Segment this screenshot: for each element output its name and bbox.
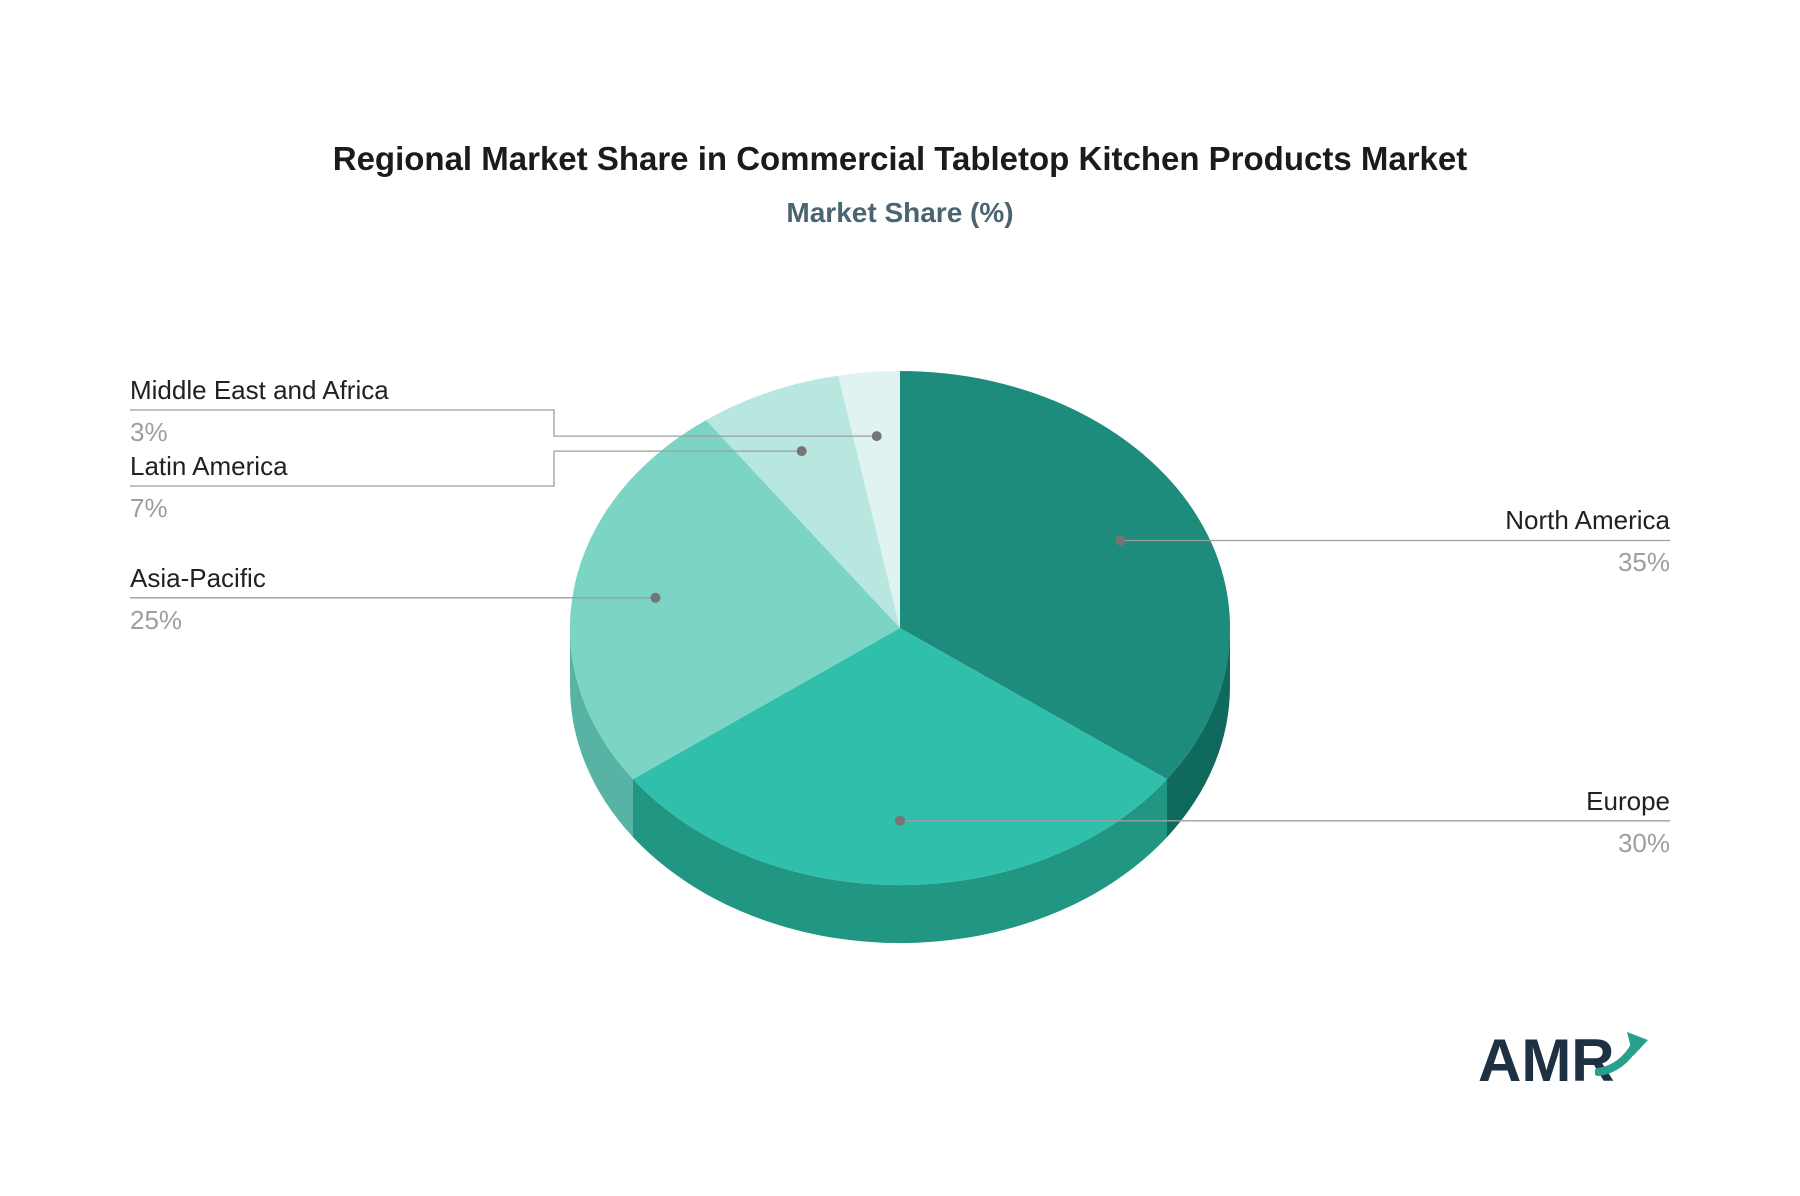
chart-subtitle: Market Share (%) xyxy=(786,197,1014,228)
slice-value-latin-america: 7% xyxy=(130,493,168,523)
pie-slice-asia-pacific[interactable] xyxy=(569,420,900,780)
callout-dot-europe xyxy=(895,815,905,826)
slice-value-middle-east-and-africa: 3% xyxy=(130,417,168,447)
slice-value-asia-pacific: 25% xyxy=(130,604,183,635)
slice-label-north-america: North America xyxy=(1505,505,1670,536)
callout-dot-north-america xyxy=(1115,535,1126,546)
callout-dot-middle-east-and-africa xyxy=(871,431,882,442)
pie-slice-middle-east-and-africa[interactable] xyxy=(838,371,900,628)
logo-arrow-head xyxy=(1626,1032,1648,1056)
pie-slice-latin-america[interactable] xyxy=(706,375,900,628)
callout-dot-latin-america xyxy=(796,446,807,457)
callout-line-latin-america xyxy=(130,450,802,487)
callout-line-middle-east-and-africa xyxy=(130,409,877,437)
pie-slice-depth-europe xyxy=(633,779,1167,944)
amr-logo: AMR xyxy=(1478,1026,1649,1095)
slice-label-latin-america: Latin America xyxy=(130,451,288,481)
pie-slice-depth-north-america xyxy=(1167,628,1230,838)
slice-value-north-america: 35% xyxy=(1617,547,1670,578)
amr-logo-text: AMR xyxy=(1478,1027,1615,1094)
slice-value-europe: 30% xyxy=(1617,827,1670,858)
chart-title: Regional Market Share in Commercial Tabl… xyxy=(332,140,1468,177)
callout-dot-asia-pacific xyxy=(650,592,661,603)
pie-slice-depth-asia-pacific xyxy=(570,628,633,838)
amr-logo-arrow-icon xyxy=(1594,1032,1648,1076)
pie-slice-north-america[interactable] xyxy=(900,370,1231,780)
logo-arrow-curve xyxy=(1594,1041,1639,1076)
slice-label-europe: Europe xyxy=(1586,785,1670,816)
slice-label-asia-pacific: Asia-Pacific xyxy=(130,562,266,593)
slice-label-middle-east-and-africa: Middle East and Africa xyxy=(130,375,389,405)
